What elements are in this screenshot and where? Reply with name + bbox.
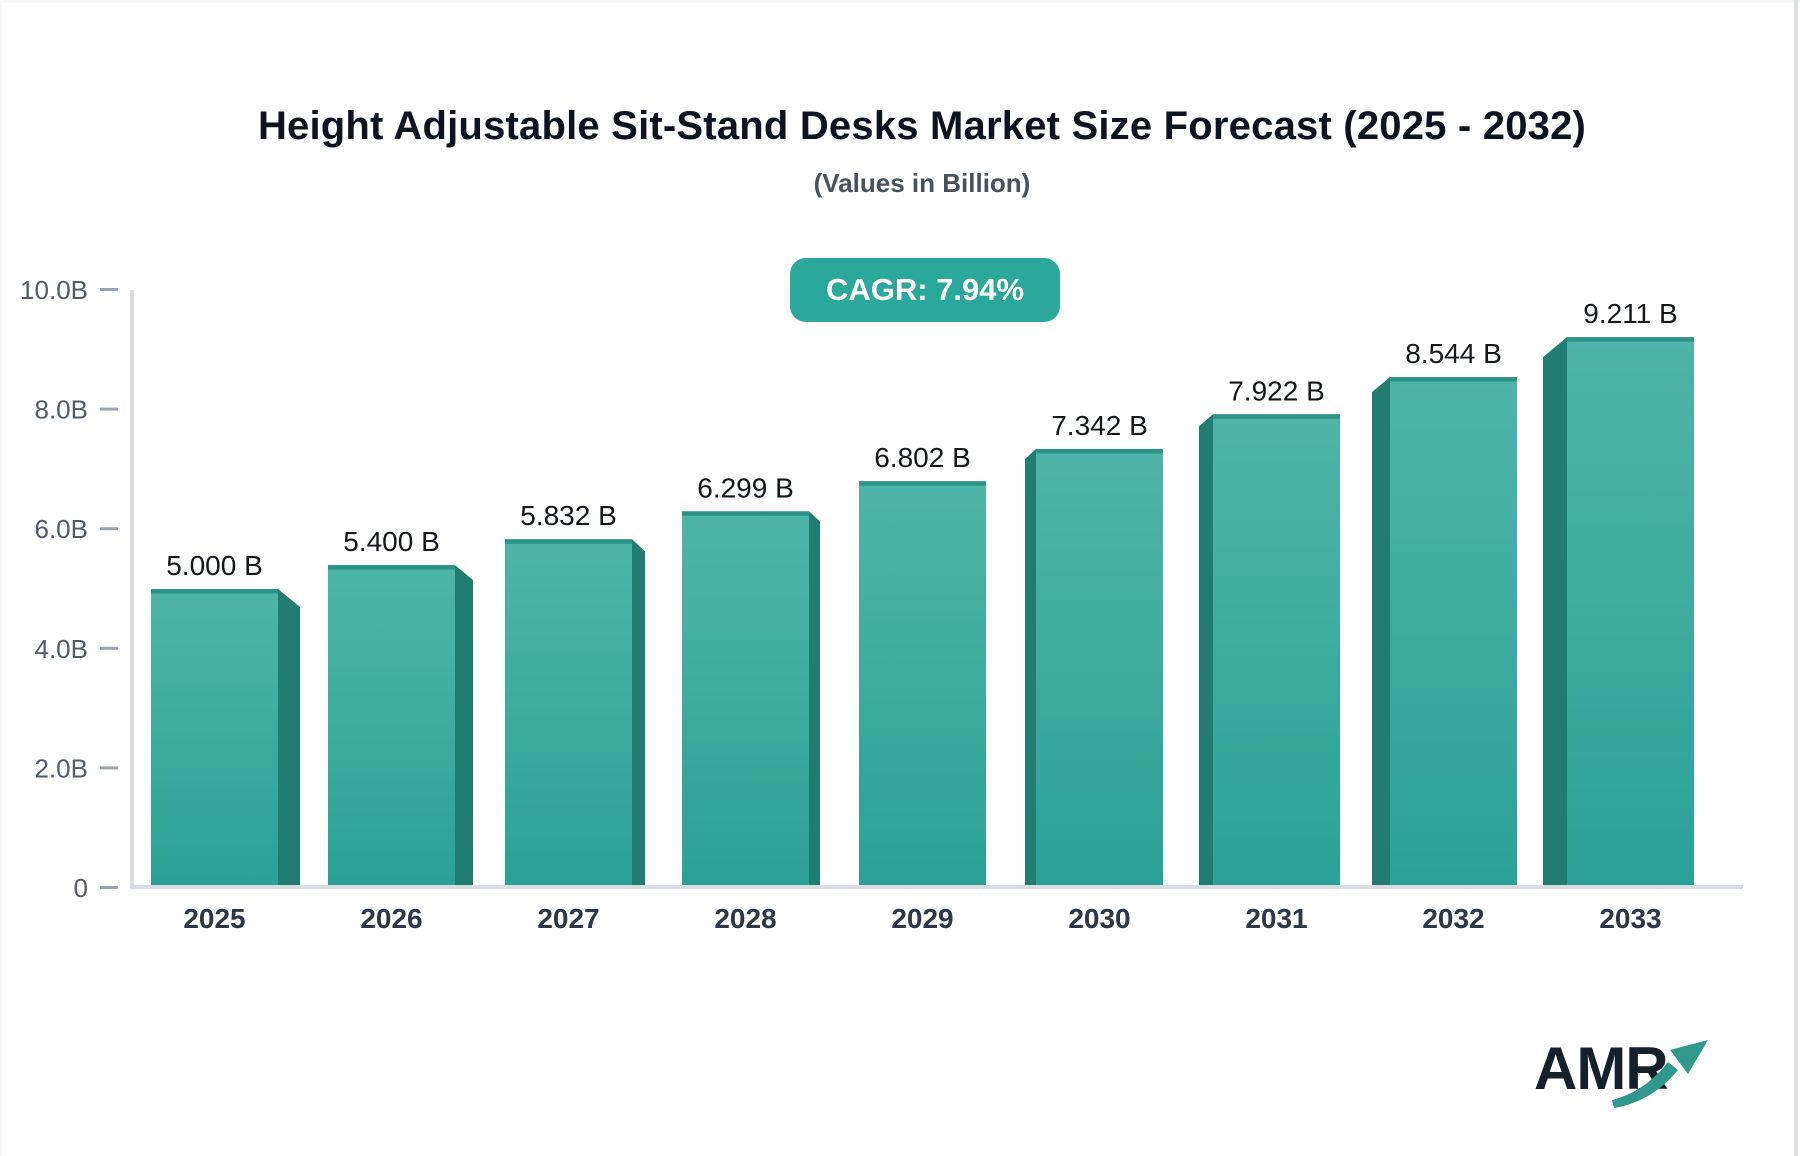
x-axis-label: 2033 bbox=[1599, 903, 1661, 934]
x-axis-label: 2027 bbox=[537, 903, 599, 934]
bar-side-face bbox=[1025, 448, 1036, 885]
y-axis-tick-label: 6.0B bbox=[35, 514, 89, 544]
bar-top-edge bbox=[859, 481, 986, 486]
bar-top-edge bbox=[151, 589, 278, 594]
bar-top-edge bbox=[1390, 377, 1517, 382]
bar-front-face bbox=[1567, 337, 1694, 885]
y-axis-tick-label: 4.0B bbox=[35, 634, 89, 664]
bar-value-label: 7.922 B bbox=[1228, 375, 1325, 406]
bar-value-label: 6.802 B bbox=[874, 442, 971, 473]
bar-group-2025: 5.000 B 2025 bbox=[151, 550, 300, 934]
x-axis-label: 2031 bbox=[1245, 903, 1307, 934]
bar-front-face bbox=[1036, 448, 1163, 885]
x-axis-label: 2025 bbox=[183, 903, 245, 934]
bar-top-edge bbox=[505, 539, 632, 544]
bar-front-face bbox=[505, 539, 632, 885]
bar-group-2026: 5.400 B 2026 bbox=[328, 526, 473, 934]
bar-side-face bbox=[1199, 414, 1213, 885]
y-axis-tick bbox=[100, 646, 118, 650]
bar-group-2033: 9.211 B 2033 bbox=[1543, 298, 1694, 934]
bar-front-face bbox=[328, 565, 455, 885]
bar-value-label: 5.832 B bbox=[520, 500, 617, 531]
bar-value-label: 5.000 B bbox=[166, 550, 263, 581]
bar-value-label: 8.544 B bbox=[1405, 338, 1502, 369]
bar-group-2030: 7.342 B 2030 bbox=[1025, 410, 1163, 934]
bar-front-face bbox=[151, 589, 278, 885]
bar-front-face bbox=[1390, 377, 1517, 885]
bar-top-edge bbox=[1036, 448, 1163, 454]
top-border bbox=[0, 0, 1800, 3]
chart-title: Height Adjustable Sit-Stand Desks Market… bbox=[257, 104, 1587, 148]
bar-group-2032: 8.544 B 2032 bbox=[1372, 338, 1517, 934]
bar-side-face bbox=[455, 565, 473, 885]
y-axis-line bbox=[130, 290, 134, 889]
x-axis-label: 2026 bbox=[360, 903, 422, 934]
bar-value-label: 5.400 B bbox=[343, 526, 440, 557]
y-axis-tick-label: 0 bbox=[74, 873, 88, 903]
bar-group-2031: 7.922 B 2031 bbox=[1199, 375, 1340, 934]
bar-side-face bbox=[809, 511, 820, 885]
bar-top-edge bbox=[682, 511, 809, 516]
bar-top-edge bbox=[1213, 414, 1340, 419]
bar-front-face bbox=[682, 511, 809, 885]
x-axis-label: 2028 bbox=[714, 903, 776, 934]
cagr-badge: CAGR: 7.94% bbox=[790, 258, 1060, 322]
growth-arrow-icon bbox=[1612, 1040, 1708, 1108]
bar-front-face bbox=[1213, 414, 1340, 885]
chart-subtitle: (Values in Billion) bbox=[813, 168, 1031, 198]
bar-top-edge bbox=[328, 565, 455, 570]
bar-side-face bbox=[278, 589, 300, 885]
bar-side-face bbox=[1372, 377, 1390, 885]
bar-group-2027: 5.832 B 2027 bbox=[505, 500, 645, 934]
y-axis-tick bbox=[100, 407, 118, 411]
bar-value-label: 6.299 B bbox=[697, 472, 794, 503]
x-axis-label: 2030 bbox=[1068, 903, 1130, 934]
bar-value-label: 7.342 B bbox=[1051, 410, 1148, 441]
x-axis-label: 2032 bbox=[1422, 903, 1484, 934]
y-axis-tick-label: 2.0B bbox=[35, 753, 89, 783]
bar-front-face bbox=[859, 481, 986, 885]
y-axis-tick bbox=[100, 527, 118, 531]
bar-value-label: 9.211 B bbox=[1583, 298, 1677, 329]
x-axis-label: 2029 bbox=[891, 903, 953, 934]
x-axis-line bbox=[130, 885, 1743, 889]
right-border bbox=[1794, 0, 1798, 1156]
bar-group-2029: 6.802 B 2029 bbox=[859, 442, 986, 934]
bar-side-face bbox=[1543, 337, 1567, 885]
y-axis-tick bbox=[100, 886, 118, 889]
y-axis-tick bbox=[100, 766, 118, 770]
left-border bbox=[0, 0, 2, 1156]
bar-top-edge bbox=[1567, 337, 1694, 342]
y-axis-tick bbox=[100, 288, 118, 291]
y-axis-tick-label: 8.0B bbox=[35, 395, 89, 425]
y-axis-tick-label: 10.0B bbox=[20, 275, 88, 305]
amr-logo: AMR bbox=[1530, 1030, 1715, 1120]
bar-group-2028: 6.299 B 2028 bbox=[682, 472, 820, 934]
bar-side-face bbox=[632, 539, 645, 885]
